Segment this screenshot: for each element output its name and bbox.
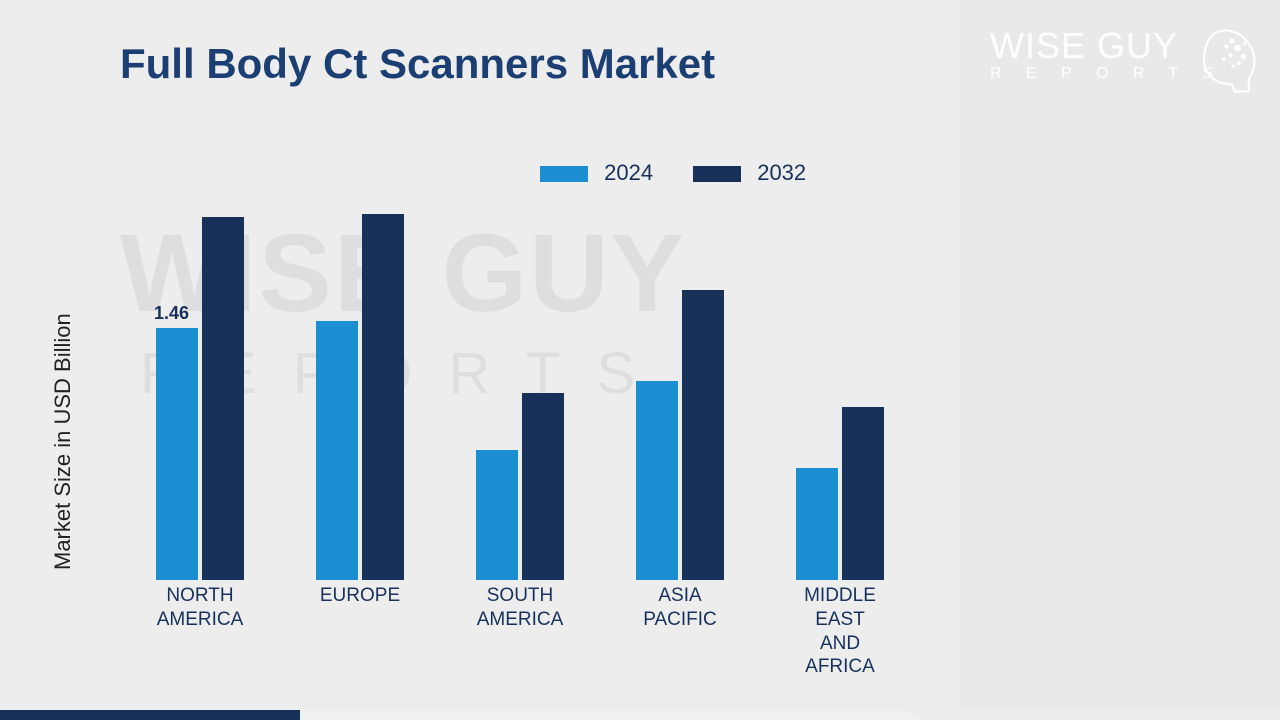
bar-group — [636, 290, 724, 580]
x-axis-label: MIDDLEEASTANDAFRICA — [765, 584, 915, 679]
legend-label-2032: 2032 — [757, 160, 806, 185]
legend-label-2024: 2024 — [604, 160, 653, 185]
stage: Full Body Ct Scanners Market WISE GUY R … — [0, 0, 1280, 720]
logo: WISE GUY R E P O R T S — [990, 25, 1250, 105]
legend-item-2024: 2024 — [540, 160, 653, 186]
bar — [362, 214, 404, 580]
bar-group — [796, 407, 884, 580]
x-axis-label: SOUTHAMERICA — [445, 584, 595, 632]
bar — [476, 450, 518, 580]
legend-swatch-2032 — [693, 166, 741, 182]
plot-area: 1.46 — [120, 200, 920, 580]
bar — [156, 328, 198, 580]
legend-swatch-2024 — [540, 166, 588, 182]
y-axis-label: Market Size in USD Billion — [50, 313, 76, 570]
bar — [316, 321, 358, 580]
bar — [636, 381, 678, 580]
bar-group — [156, 217, 244, 580]
bar — [522, 393, 564, 580]
chart-area: Market Size in USD Billion 2024 2032 1.4… — [60, 160, 940, 700]
legend: 2024 2032 — [540, 160, 806, 186]
x-axis-label: EUROPE — [285, 584, 435, 608]
chart-title: Full Body Ct Scanners Market — [120, 40, 715, 88]
bar — [682, 290, 724, 580]
bar-data-label: 1.46 — [154, 303, 189, 324]
x-axis-label: NORTHAMERICA — [125, 584, 275, 632]
bar — [202, 217, 244, 580]
legend-item-2032: 2032 — [693, 160, 806, 186]
bar-group — [316, 214, 404, 580]
bar-group — [476, 393, 564, 580]
bar — [796, 468, 838, 580]
bottom-strip — [0, 710, 300, 720]
x-axis-label: ASIAPACIFIC — [605, 584, 755, 632]
bar — [842, 407, 884, 580]
head-icon — [1190, 27, 1260, 97]
